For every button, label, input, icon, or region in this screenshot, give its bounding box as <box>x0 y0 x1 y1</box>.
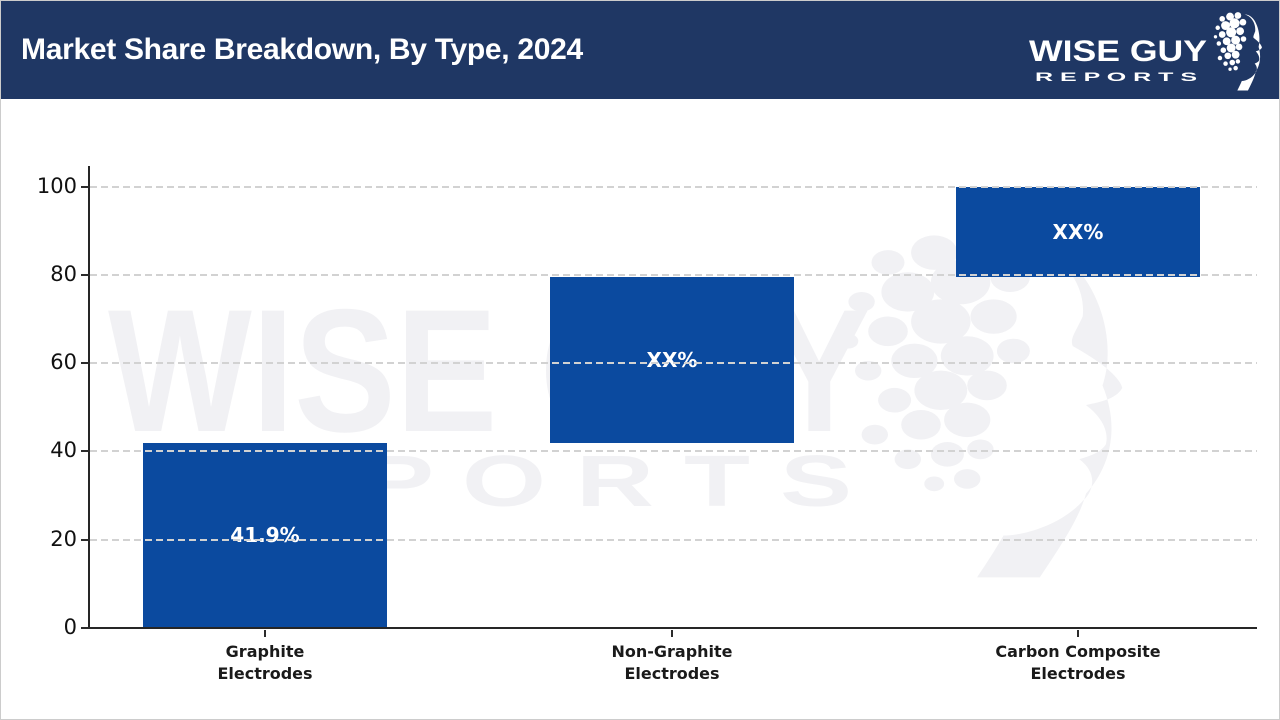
x-tick <box>264 630 266 637</box>
bar-non-graphite-electrodes: XX% <box>550 277 794 443</box>
gridline-40 <box>90 450 1257 453</box>
wiseguy-logo: WISE GUY R E P O R T S <box>1029 12 1262 91</box>
gridline-80 <box>90 273 1257 276</box>
y-tick-label: 100 <box>36 173 77 198</box>
logo-subtext: R E P O R T S <box>1035 70 1197 84</box>
y-tick <box>81 450 90 453</box>
bar-value-label: 41.9% <box>230 523 300 548</box>
bar-graphite-electrodes: 41.9% <box>143 443 387 628</box>
y-tick-label: 60 <box>50 350 77 375</box>
wiseguy-face-dots-icon <box>1213 12 1262 91</box>
gridline-60 <box>90 362 1257 365</box>
x-category-label: Non-Graphite Electrodes <box>611 642 733 683</box>
y-tick-label: 40 <box>50 438 77 463</box>
header-bar: Market Share Breakdown, By Type, 2024 WI… <box>1 1 1279 99</box>
page-title: Market Share Breakdown, By Type, 2024 <box>21 33 583 66</box>
x-category-label: Graphite Electrodes <box>217 642 313 683</box>
bar-value-label: XX% <box>646 348 698 372</box>
x-category-label: Carbon Composite Electrodes <box>995 642 1161 683</box>
gridline-100 <box>90 185 1257 188</box>
y-tick <box>81 362 90 365</box>
gridline-20 <box>90 538 1257 541</box>
y-tick-label: 0 <box>63 615 77 639</box>
y-tick <box>81 627 90 629</box>
x-axis-spine <box>89 627 1257 629</box>
face-dots-watermark-icon <box>838 232 1123 578</box>
x-tick <box>1077 630 1079 637</box>
bar-value-label: XX% <box>1052 220 1104 245</box>
x-tick <box>671 630 673 637</box>
y-tick-label: 80 <box>50 261 77 286</box>
y-tick <box>81 185 90 188</box>
bar-carbon-composite-electrodes: XX% <box>956 187 1200 277</box>
logo-brand-text: WISE GUY <box>1029 35 1207 68</box>
y-axis-spine <box>88 166 90 629</box>
y-tick <box>81 538 90 541</box>
y-tick <box>81 273 90 276</box>
y-tick-label: 20 <box>50 526 77 551</box>
